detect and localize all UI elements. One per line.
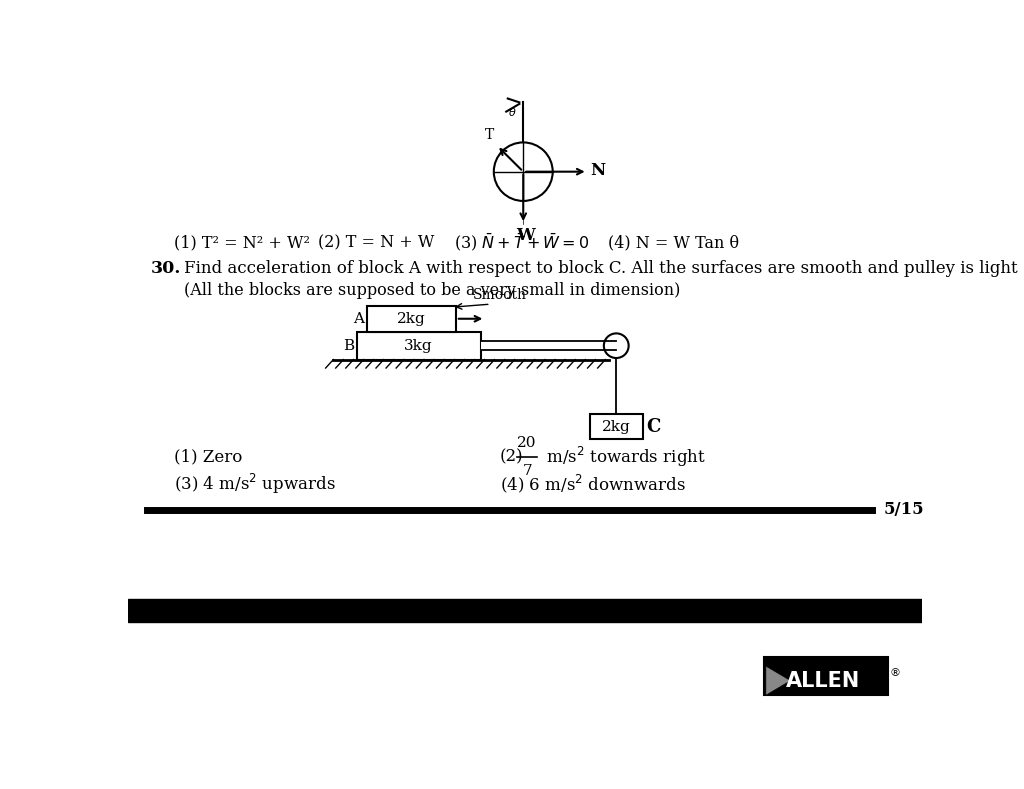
Text: C: C [646,417,660,436]
Text: (2): (2) [500,448,523,465]
Text: $\theta$: $\theta$ [508,106,517,118]
Text: ®: ® [889,668,900,679]
Text: (All the blocks are supposed to be a very small in dimension): (All the blocks are supposed to be a ver… [183,282,680,299]
Text: W: W [516,227,535,244]
Text: 7: 7 [522,463,531,477]
Bar [764,656,888,695]
Text: 3kg: 3kg [404,338,433,353]
Text: (1) Zero: (1) Zero [174,448,243,465]
Text: 2kg: 2kg [602,420,631,433]
Text: Smooth: Smooth [473,288,527,302]
Bar [590,414,643,439]
Text: ALLEN: ALLEN [786,671,860,690]
Polygon shape [766,666,791,695]
Text: 20: 20 [517,436,537,450]
Bar [128,599,922,623]
Text: (2) T = N + W: (2) T = N + W [317,234,434,251]
Text: B: B [343,338,354,353]
Text: (1) T² = N² + W²: (1) T² = N² + W² [174,234,310,251]
Text: T: T [484,129,494,143]
Text: (3) 4 m/s$^2$ upwards: (3) 4 m/s$^2$ upwards [174,472,336,495]
Text: 5/15: 5/15 [884,501,925,518]
Text: m/s$^2$ towards right: m/s$^2$ towards right [541,444,706,469]
Text: (4) N = W Tan θ: (4) N = W Tan θ [608,234,739,251]
Text: N: N [590,162,605,178]
Text: (4) 6 m/s$^2$ downwards: (4) 6 m/s$^2$ downwards [500,473,686,495]
Text: Find acceleration of block A with respect to block C. All the surfaces are smoot: Find acceleration of block A with respec… [183,260,1018,277]
Text: 30.: 30. [152,260,181,277]
Text: 2kg: 2kg [397,312,426,326]
Text: (3) $\bar{N}+\bar{T}+\bar{W}=0$: (3) $\bar{N}+\bar{T}+\bar{W}=0$ [454,232,589,253]
Bar [356,332,480,360]
Text: A: A [353,312,365,326]
Bar [367,305,456,332]
